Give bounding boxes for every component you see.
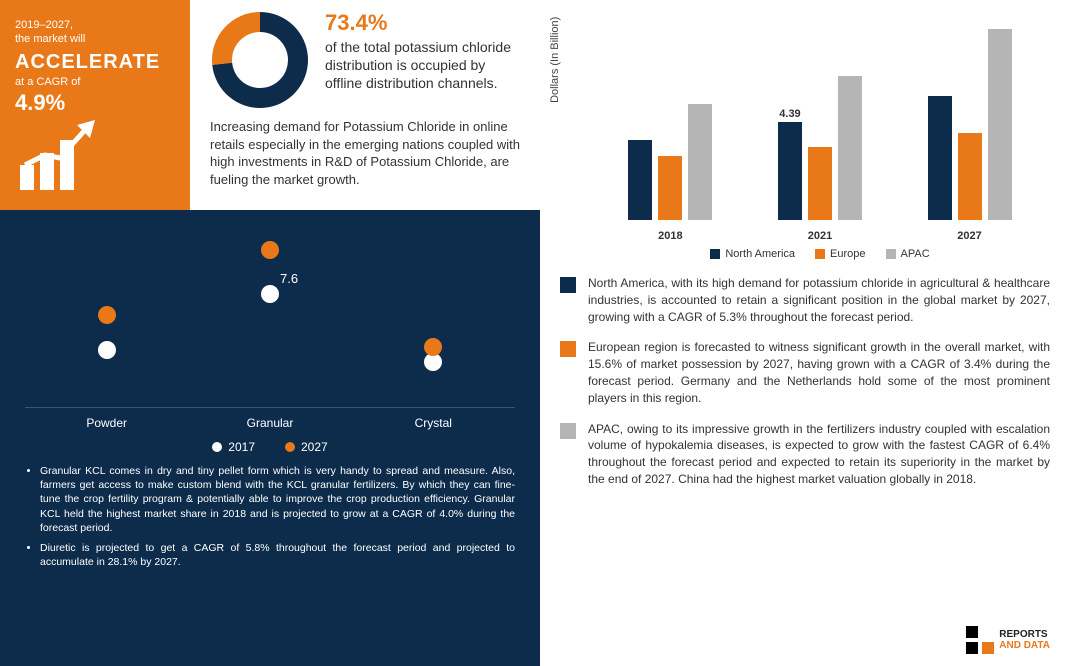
scatter-dot (261, 285, 279, 303)
donut-section: 73.4% of the total potassium chloride di… (190, 0, 540, 210)
scatter-xlabels: PowderGranularCrystal (25, 416, 515, 430)
donut-desc: of the total potassium chloride distribu… (325, 38, 520, 93)
scatter-dot (98, 306, 116, 324)
donut-highlight: 73.4% (325, 10, 520, 36)
bar (838, 76, 862, 220)
scatter-bullet: Granular KCL comes in dry and tiny pelle… (40, 464, 515, 535)
scatter-legend-item: 2017 (212, 440, 255, 454)
donut-para: Increasing demand for Potassium Chloride… (210, 118, 520, 188)
bar (688, 104, 712, 220)
region-item: APAC, owing to its impressive growth in … (560, 421, 1050, 488)
scatter-legend: 2017 2027 (25, 440, 515, 454)
bar (658, 156, 682, 220)
scatter-xlabel: Powder (25, 416, 188, 430)
bar-xlabel: 2027 (908, 230, 1031, 242)
bar-legend-item: Europe (815, 248, 865, 260)
region-swatch (560, 341, 576, 357)
scatter-dot (261, 241, 279, 259)
bar-group: 4.39 (758, 76, 881, 220)
bar-xlabel: 2018 (609, 230, 732, 242)
bar-legend-item: APAC (886, 248, 930, 260)
scatter-xlabel: Granular (188, 416, 351, 430)
bar-legend-item: North America (710, 248, 795, 260)
bar-xlabel: 2021 (758, 230, 881, 242)
reports-and-data-logo: REPORTS AND DATA (966, 626, 1050, 654)
scatter-section: 7.6 PowderGranularCrystal 2017 2027 Granu… (0, 210, 540, 666)
cagr-accelerate: ACCELERATE (15, 51, 175, 74)
bar (928, 96, 952, 220)
logo-icon (966, 626, 994, 654)
donut-chart (210, 10, 310, 110)
scatter-chart: 7.6 (25, 228, 515, 408)
scatter-bullets: Granular KCL comes in dry and tiny pelle… (25, 464, 515, 569)
scatter-bullet: Diuretic is projected to get a CAGR of 5… (40, 541, 515, 569)
scatter-xlabel: Crystal (352, 416, 515, 430)
bar (988, 29, 1012, 220)
bar-chart: Dollars (In Billion) 4.39 201820212027 N… (560, 20, 1050, 260)
scatter-legend-item: 2027 (285, 440, 328, 454)
cagr-callout: 2019–2027, the market will ACCELERATE at … (0, 0, 190, 210)
cagr-period: 2019–2027, (15, 19, 73, 31)
logo-and-data: AND DATA (999, 640, 1050, 651)
region-list: North America, with its high demand for … (560, 275, 1050, 502)
region-item: European region is forecasted to witness… (560, 339, 1050, 406)
scatter-dot (424, 338, 442, 356)
bar-legend: North America Europe APAC (600, 248, 1040, 260)
bar-label: 4.39 (778, 108, 802, 120)
region-item: North America, with its high demand for … (560, 275, 1050, 325)
region-text: European region is forecasted to witness… (588, 339, 1050, 406)
region-text: North America, with its high demand for … (588, 275, 1050, 325)
region-text: APAC, owing to its impressive growth in … (588, 421, 1050, 488)
bar-group (609, 104, 732, 220)
bar-group (908, 29, 1031, 220)
logo-reports: REPORTS (999, 629, 1050, 640)
cagr-line1: the market will (15, 33, 85, 45)
region-swatch (560, 423, 576, 439)
bar (778, 122, 802, 220)
growth-chart-icon (15, 115, 115, 195)
scatter-dot (98, 341, 116, 359)
bar-xlabels: 2018 2021 2027 (600, 230, 1040, 242)
cagr-line2: at a CAGR of (15, 76, 175, 88)
bar (628, 140, 652, 220)
bar (958, 133, 982, 220)
bar-ylabel: Dollars (In Billion) (549, 17, 561, 103)
cagr-pct: 4.9% (15, 90, 175, 116)
scatter-label: 7.6 (280, 271, 298, 286)
region-swatch (560, 277, 576, 293)
bar (808, 147, 832, 220)
